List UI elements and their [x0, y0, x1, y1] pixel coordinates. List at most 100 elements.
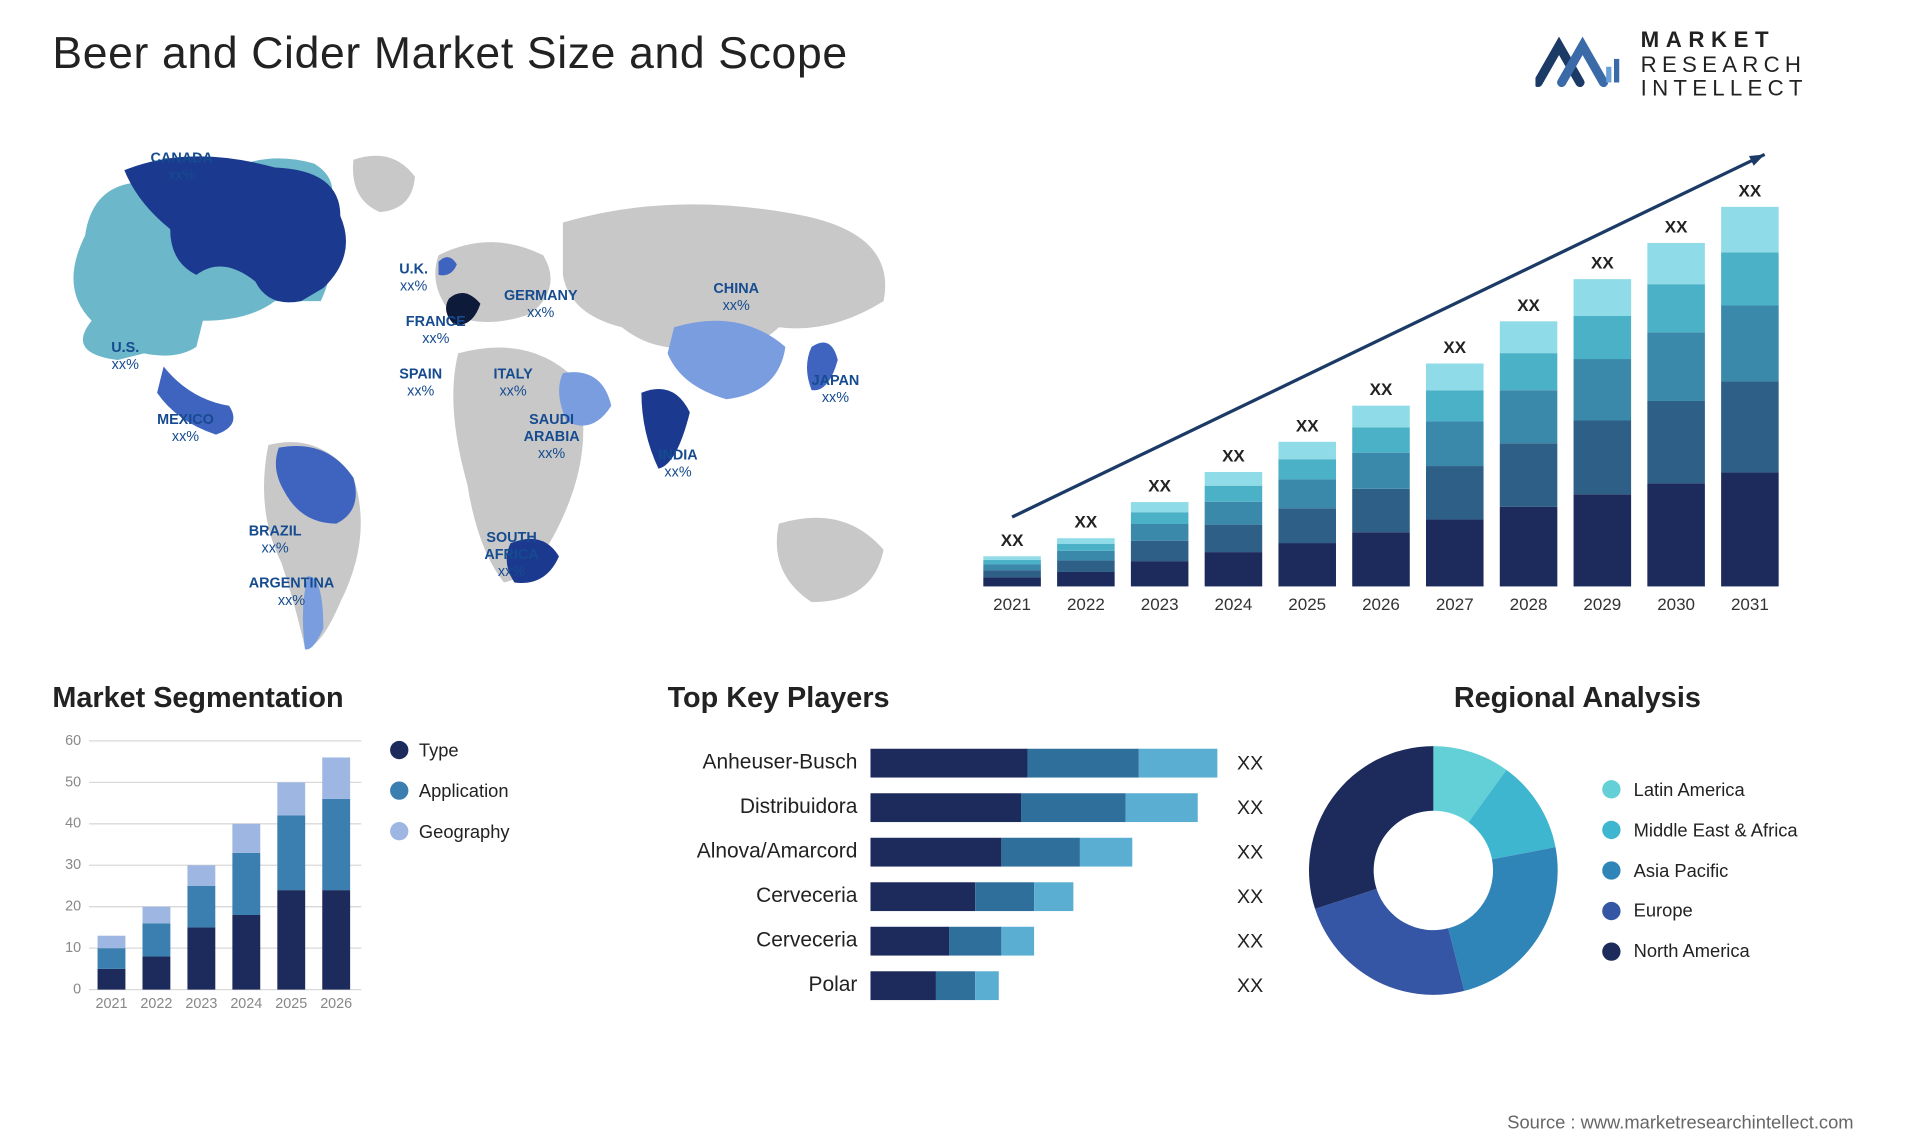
kp-value: XX — [1224, 886, 1263, 908]
logo-line-1: MARKET — [1641, 29, 1808, 53]
kp-bar — [870, 838, 1223, 867]
map-label-canada: CANADAxx% — [151, 151, 213, 186]
kp-value: XX — [1224, 930, 1263, 952]
svg-text:XX: XX — [1075, 513, 1098, 532]
logo-icon — [1536, 33, 1622, 98]
map-label-france: FRANCExx% — [406, 314, 466, 349]
kp-bar — [870, 793, 1223, 822]
regional-panel: Regional Analysis Latin AmericaMiddle Ea… — [1296, 681, 1859, 1008]
kp-bar — [870, 927, 1223, 956]
svg-text:2023: 2023 — [185, 996, 217, 1012]
svg-text:XX: XX — [1591, 254, 1614, 273]
map-label-italy: ITALYxx% — [493, 367, 532, 402]
svg-text:2022: 2022 — [1067, 595, 1105, 614]
kp-value: XX — [1224, 975, 1263, 997]
map-label-saudi-arabia: SAUDIARABIAxx% — [524, 412, 580, 464]
map-label-china: CHINAxx% — [713, 281, 759, 316]
svg-text:40: 40 — [65, 816, 81, 832]
segmentation-chart: 0 10 20 30 40 50 60 2021 2022 2023 2024 2025 2026 — [52, 730, 366, 1018]
logo-line-2: RESEARCH — [1641, 53, 1808, 77]
key-players-title: Top Key Players — [668, 681, 1283, 715]
svg-text:2028: 2028 — [1510, 595, 1548, 614]
svg-text:10: 10 — [65, 940, 81, 956]
svg-text:2024: 2024 — [230, 996, 262, 1012]
reg-legend-item: Middle East & Africa — [1602, 810, 1797, 850]
svg-text:2025: 2025 — [1288, 595, 1326, 614]
svg-text:XX: XX — [1517, 296, 1540, 315]
svg-text:2031: 2031 — [1731, 595, 1769, 614]
map-label-argentina: ARGENTINAxx% — [249, 576, 335, 611]
map-label-mexico: MEXICOxx% — [157, 412, 214, 447]
segmentation-panel: Market Segmentation 0 10 20 30 40 50 60 2021 202… — [52, 681, 602, 1019]
page-title: Beer and Cider Market Size and Scope — [52, 29, 847, 80]
svg-text:2021: 2021 — [95, 996, 127, 1012]
map-label-brazil: BRAZILxx% — [249, 524, 302, 559]
svg-text:20: 20 — [65, 899, 81, 915]
kp-name: Alnova/Amarcord — [668, 840, 871, 864]
kp-value: XX — [1224, 841, 1263, 863]
seg-legend-geography: Geography — [390, 811, 509, 851]
kp-bar — [870, 882, 1223, 911]
svg-text:2024: 2024 — [1215, 595, 1253, 614]
world-map-panel: CANADAxx% U.S.xx% MEXICOxx% BRAZILxx% ARGENT… — [46, 131, 936, 655]
svg-text:2025: 2025 — [275, 996, 307, 1012]
svg-text:XX: XX — [1665, 218, 1688, 237]
kp-name: Distribuidora — [668, 796, 871, 820]
kp-value: XX — [1224, 752, 1263, 774]
svg-text:0: 0 — [73, 982, 81, 998]
svg-text:60: 60 — [65, 733, 81, 749]
segmentation-title: Market Segmentation — [52, 681, 602, 715]
map-label-spain: SPAINxx% — [399, 367, 442, 402]
kp-name: Anheuser-Busch — [668, 751, 871, 775]
map-label-japan: JAPANxx% — [812, 373, 860, 408]
svg-text:2027: 2027 — [1436, 595, 1474, 614]
seg-legend-type: Type — [390, 730, 509, 770]
reg-legend-item: Latin America — [1602, 770, 1797, 810]
regional-title: Regional Analysis — [1296, 681, 1859, 715]
svg-text:2029: 2029 — [1583, 595, 1621, 614]
svg-text:30: 30 — [65, 857, 81, 873]
seg-legend-application: Application — [390, 771, 509, 811]
svg-text:XX: XX — [1739, 181, 1762, 200]
brand-logo: MARKET RESEARCH INTELLECT — [1536, 29, 1808, 102]
svg-text:2023: 2023 — [1141, 595, 1179, 614]
kp-value: XX — [1224, 797, 1263, 819]
regional-donut — [1296, 733, 1571, 1008]
kp-bar — [870, 749, 1223, 778]
svg-text:2022: 2022 — [140, 996, 172, 1012]
reg-legend-item: Europe — [1602, 891, 1797, 931]
kp-row: Distribuidora XX — [668, 785, 1283, 830]
map-label-u-k-: U.K.xx% — [399, 262, 428, 297]
svg-text:XX: XX — [1443, 338, 1466, 357]
map-label-india: INDIAxx% — [658, 448, 697, 483]
reg-legend-item: Asia Pacific — [1602, 850, 1797, 890]
map-label-u-s-: U.S.xx% — [111, 340, 139, 375]
kp-row: Anheuser-Busch XX — [668, 741, 1283, 786]
segmentation-legend: TypeApplicationGeography — [390, 730, 509, 851]
svg-text:2030: 2030 — [1657, 595, 1695, 614]
svg-text:XX: XX — [1001, 531, 1024, 550]
svg-text:2026: 2026 — [1362, 595, 1400, 614]
map-label-south-africa: SOUTHAFRICAxx% — [484, 530, 538, 582]
logo-line-3: INTELLECT — [1641, 78, 1808, 102]
svg-text:XX: XX — [1370, 380, 1393, 399]
svg-text:XX: XX — [1296, 416, 1319, 435]
svg-text:2021: 2021 — [993, 595, 1031, 614]
kp-row: Polar XX — [668, 963, 1283, 1008]
kp-name: Polar — [668, 974, 871, 998]
forecast-chart: XX 2021 XX 2022 XX 2023 XX 2024 XX 2025 XX 2026 XX 20… — [962, 141, 1800, 625]
svg-text:XX: XX — [1148, 477, 1171, 496]
kp-bar — [870, 971, 1223, 1000]
kp-row: Cerveceria XX — [668, 874, 1283, 919]
svg-text:2026: 2026 — [320, 996, 352, 1012]
regional-legend: Latin AmericaMiddle East & AfricaAsia Pa… — [1602, 770, 1797, 972]
source-attribution: Source : www.marketresearchintellect.com — [1507, 1111, 1853, 1132]
kp-row: CerveceriaXX — [668, 919, 1283, 964]
svg-text:XX: XX — [1222, 446, 1245, 465]
svg-text:50: 50 — [65, 774, 81, 790]
reg-legend-item: North America — [1602, 931, 1797, 971]
kp-name: Cerveceria — [668, 885, 871, 909]
map-label-germany: GERMANYxx% — [504, 288, 578, 323]
key-players-panel: Top Key Players Anheuser-BuschXXDistribu… — [668, 681, 1283, 1008]
kp-row: Alnova/Amarcord XX — [668, 830, 1283, 875]
